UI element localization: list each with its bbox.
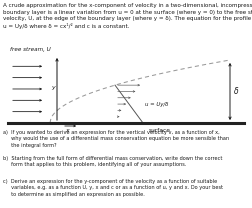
Text: y: y <box>51 85 55 90</box>
Text: δ: δ <box>234 87 239 96</box>
Text: u = Uy/δ: u = Uy/δ <box>145 102 168 106</box>
Text: c)  Derive an expression for the y-component of the velocity as a function of su: c) Derive an expression for the y-compon… <box>3 179 223 197</box>
Text: surface: surface <box>149 128 171 133</box>
Text: x: x <box>65 128 69 133</box>
Text: free stream, U: free stream, U <box>10 47 51 52</box>
Text: b)  Starting from the full form of differential mass conservation, write down th: b) Starting from the full form of differ… <box>3 156 222 167</box>
Text: a)  If you wanted to derive an expression for the vertical velocity v, as a func: a) If you wanted to derive an expression… <box>3 130 229 148</box>
Text: A crude approximation for the x-component of velocity in a two-dimensional, inco: A crude approximation for the x-componen… <box>3 3 252 29</box>
